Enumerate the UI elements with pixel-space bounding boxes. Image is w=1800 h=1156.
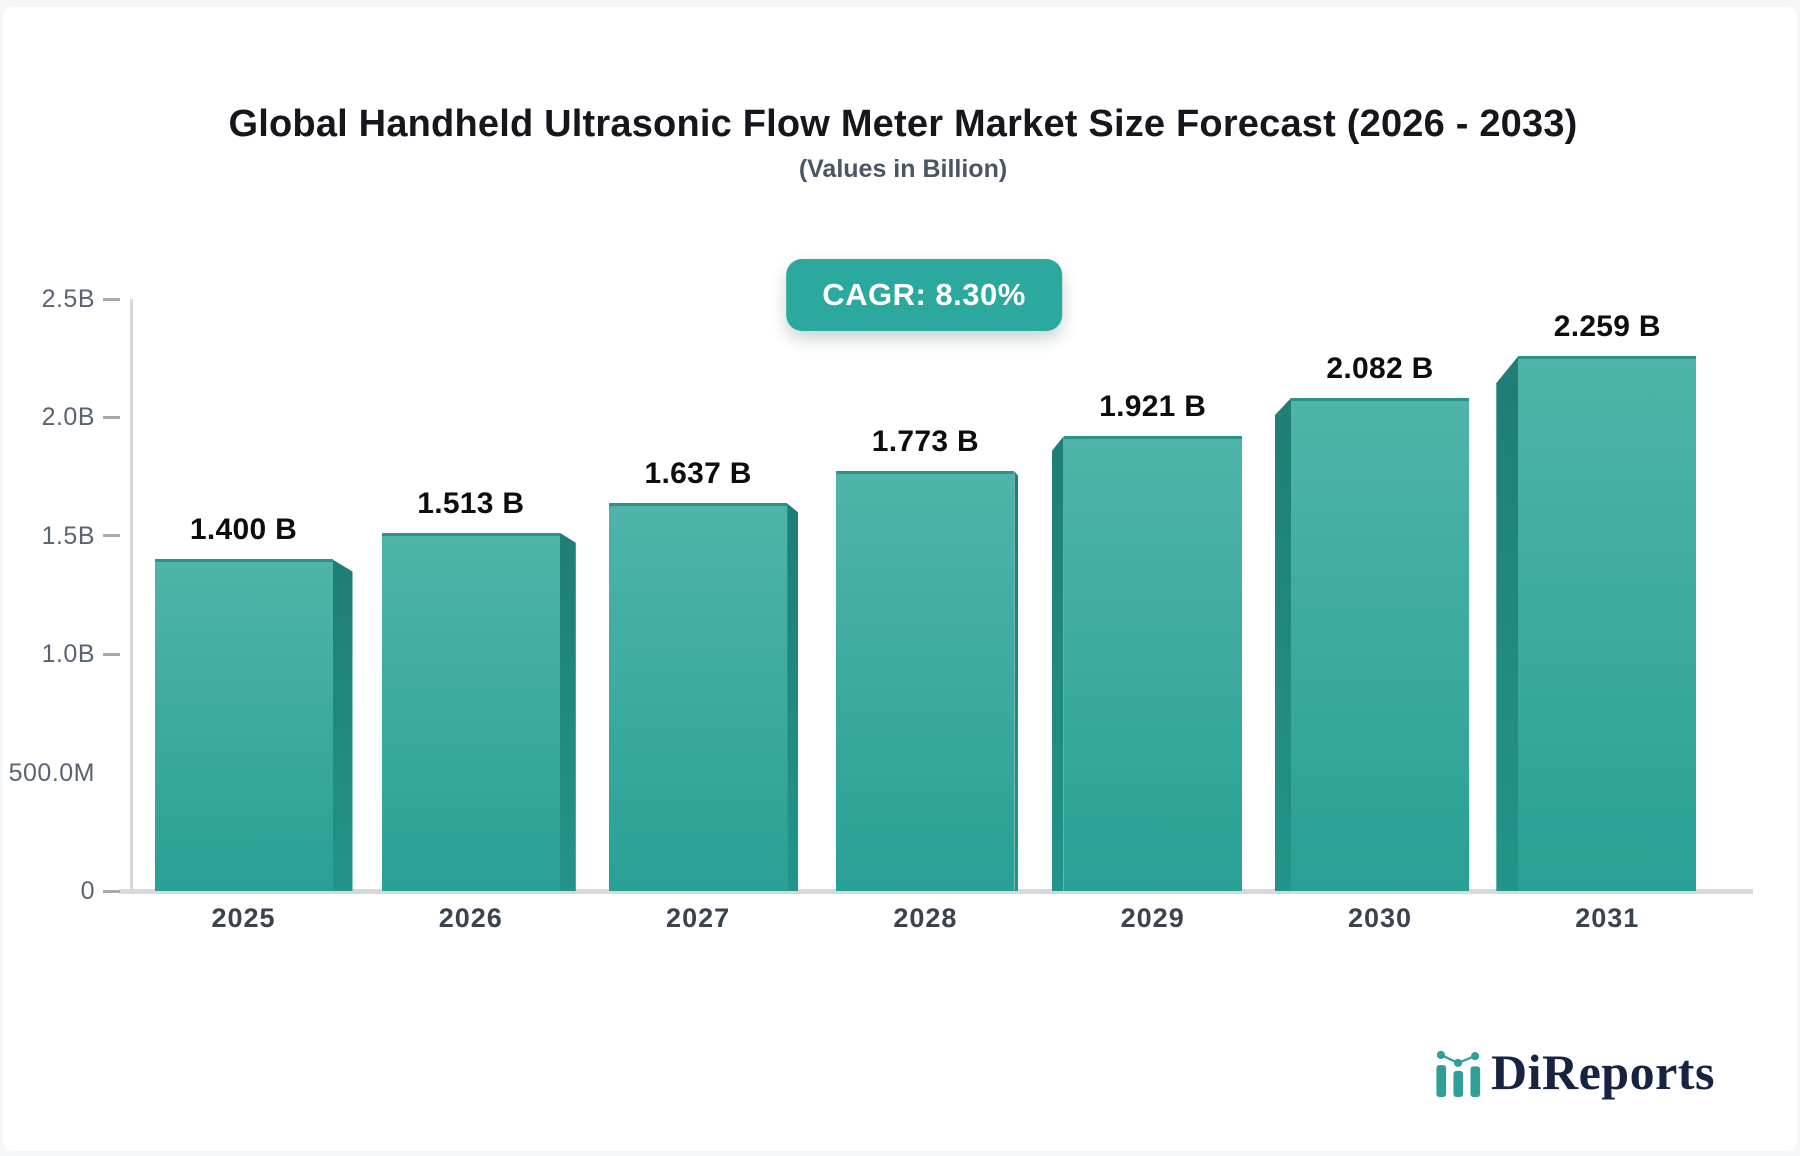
bar [1063,436,1242,891]
x-tick-label: 2030 [1347,903,1413,933]
y-tick-label: 1.5B [41,521,95,550]
bar-value-label: 1.921 B [1099,390,1207,424]
bar-3d-side [1496,356,1519,891]
bar [381,532,560,891]
y-tick-label: 2.5B [41,285,95,313]
bar-value-label: 1.513 B [417,486,525,520]
y-axis-line [130,299,133,894]
direports-logo: DiReports [1435,1043,1715,1101]
bar-3d-side [1051,436,1064,891]
bar-value-label: 2.082 B [1326,351,1434,385]
y-tick-label: 2.0B [41,403,95,432]
x-tick-label: 2026 [438,903,503,933]
x-tick-label: 2031 [1575,903,1640,933]
bar-value-label: 1.773 B [871,425,979,459]
bar-value-label: 2.259 B [1553,310,1661,344]
y-tick-dash [103,415,120,419]
direports-logo-text: DiReports [1491,1044,1715,1100]
x-tick-label: 2025 [211,903,276,933]
y-tick-dash [103,652,120,656]
bar-3d-side [1275,397,1291,891]
bar-3d-side [332,559,353,891]
x-axis-line [119,889,1753,894]
chart-card: Global Handheld Ultrasonic Flow Meter Ma… [3,7,1797,1151]
bar-3d-side [787,503,799,891]
y-tick-dash [103,889,120,893]
y-tick-dash [103,297,120,301]
bar-value-label: 1.400 B [189,513,298,547]
y-tick-label: 0 [80,877,95,905]
x-tick-label: 2028 [893,903,958,933]
bar [1291,397,1469,891]
x-tick-label: 2029 [1120,903,1185,933]
x-tick-label: 2027 [666,903,731,933]
bar-3d-side [1014,471,1019,891]
bar [154,559,333,891]
cagr-badge: CAGR: 8.30% [786,259,1062,331]
bar-value-label: 1.637 B [644,457,752,491]
direports-chart-icon [1436,1050,1481,1097]
bar-3d-side [559,532,576,891]
y-tick-label: 1.0B [41,640,95,669]
bar [1518,356,1697,891]
chart-title: Global Handheld Ultrasonic Flow Meter Ma… [228,103,1578,145]
chart-subtitle: (Values in Billion) [798,155,1008,183]
bar [609,503,788,891]
bar [836,471,1015,891]
y-tick-dash [103,534,120,538]
y-tick-label: 500.0M [8,758,95,787]
